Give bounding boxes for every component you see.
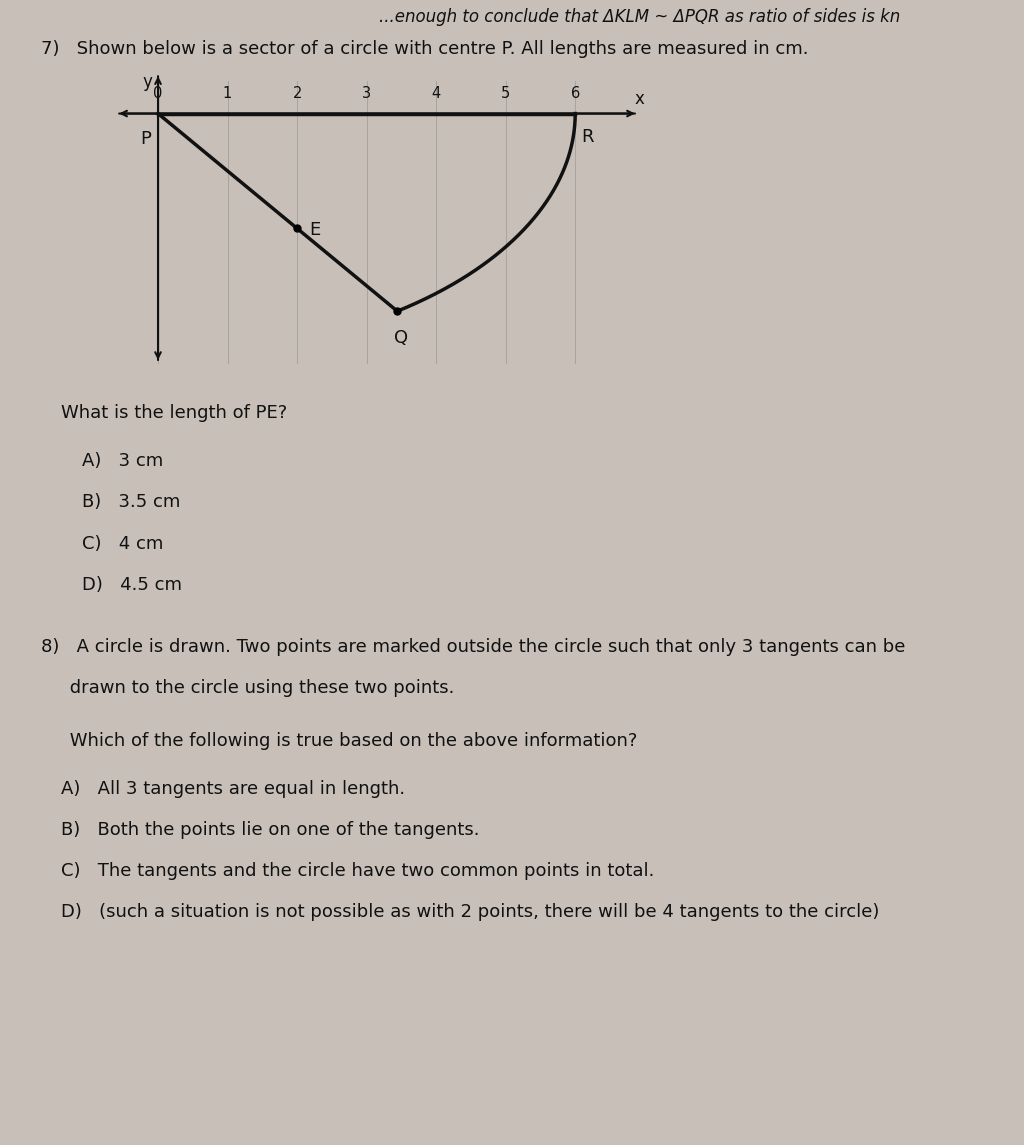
- Text: x: x: [634, 89, 644, 108]
- Text: A)   All 3 tangents are equal in length.: A) All 3 tangents are equal in length.: [61, 780, 406, 798]
- Text: 4: 4: [431, 87, 440, 102]
- Text: E: E: [309, 221, 321, 239]
- Text: C)   4 cm: C) 4 cm: [82, 535, 163, 553]
- Text: 8)   A circle is drawn. Two points are marked outside the circle such that only : 8) A circle is drawn. Two points are mar…: [41, 638, 905, 656]
- Text: Q: Q: [393, 330, 408, 347]
- Text: 3: 3: [362, 87, 371, 102]
- Text: P: P: [140, 129, 151, 148]
- Text: R: R: [581, 127, 593, 145]
- Text: 6: 6: [570, 87, 580, 102]
- Text: 5: 5: [501, 87, 510, 102]
- Text: D)   4.5 cm: D) 4.5 cm: [82, 576, 182, 594]
- Text: drawn to the circle using these two points.: drawn to the circle using these two poin…: [41, 679, 455, 697]
- Text: 0: 0: [154, 87, 163, 102]
- Text: C)   The tangents and the circle have two common points in total.: C) The tangents and the circle have two …: [61, 862, 654, 881]
- Text: B)   3.5 cm: B) 3.5 cm: [82, 493, 180, 512]
- Text: A)   3 cm: A) 3 cm: [82, 452, 163, 471]
- Text: B)   Both the points lie on one of the tangents.: B) Both the points lie on one of the tan…: [61, 821, 480, 839]
- Text: 1: 1: [223, 87, 232, 102]
- Text: 2: 2: [293, 87, 302, 102]
- Text: What is the length of PE?: What is the length of PE?: [61, 404, 288, 423]
- Text: ...enough to conclude that ΔKLM ~ ΔPQR as ratio of sides is kn: ...enough to conclude that ΔKLM ~ ΔPQR a…: [379, 8, 900, 26]
- Text: 7)   Shown below is a sector of a circle with centre P. All lengths are measured: 7) Shown below is a sector of a circle w…: [41, 40, 809, 58]
- Text: Which of the following is true based on the above information?: Which of the following is true based on …: [41, 732, 637, 750]
- Text: D)   (such a situation is not possible as with 2 points, there will be 4 tangent: D) (such a situation is not possible as …: [61, 903, 880, 922]
- Text: y: y: [142, 73, 153, 92]
